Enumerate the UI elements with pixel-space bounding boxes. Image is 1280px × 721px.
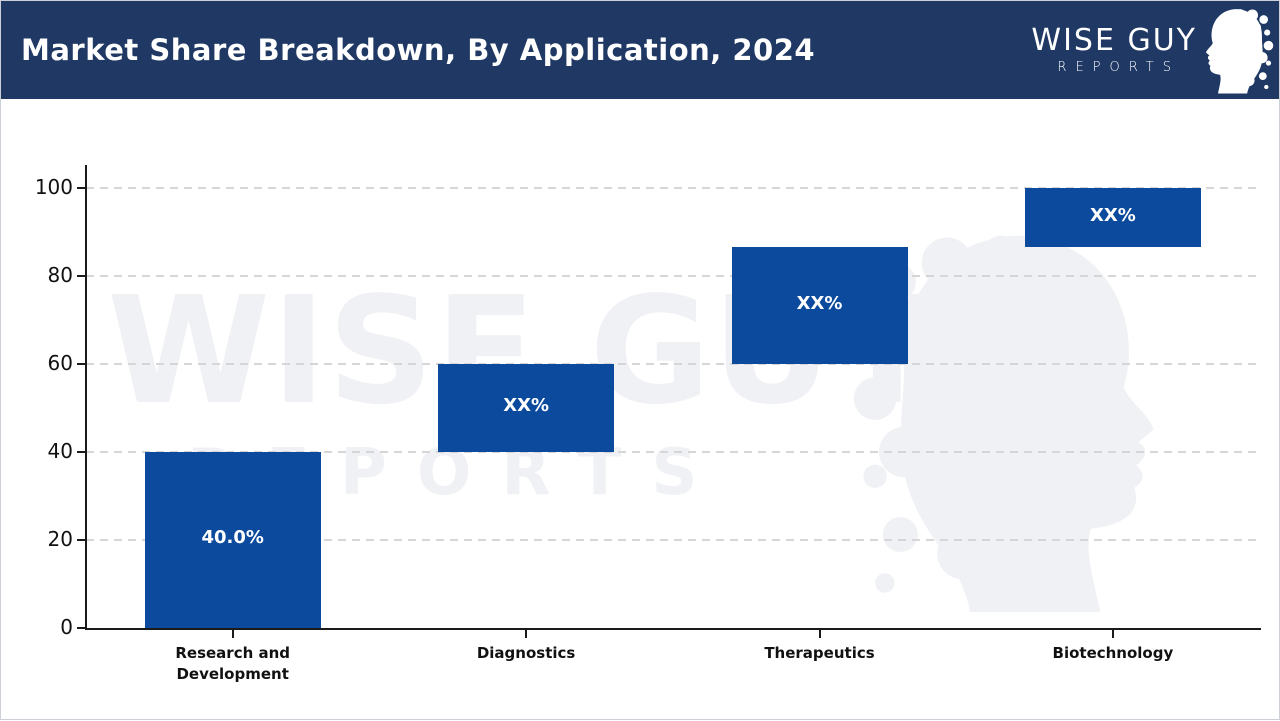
x-tick-mark: [525, 630, 528, 638]
x-axis-line: [85, 628, 1261, 630]
gridline: [86, 363, 1260, 365]
gridline: [86, 275, 1260, 277]
y-tick-label: 100: [34, 175, 73, 199]
y-tick-label: 0: [60, 615, 73, 639]
x-axis-label: Research and Development: [175, 644, 291, 683]
logo-head-icon: [1206, 9, 1274, 94]
x-axis-label: Biotechnology: [1052, 644, 1174, 662]
bar-value-label: XX%: [1089, 204, 1136, 226]
chart-area: WISE GUY. REPORTS 0 20 40 60 80 100 40.0% Resea…: [1, 99, 1280, 721]
header: Market Share Breakdown, By Application, …: [1, 1, 1279, 99]
y-tick-label: 20: [47, 527, 73, 551]
y-tick-mark: [77, 627, 85, 629]
logo-subtext: REPORTS: [1057, 59, 1181, 75]
y-tick-mark: [77, 187, 85, 189]
x-tick-mark: [818, 630, 821, 638]
gridline: [86, 451, 1260, 453]
logo-wordmark: WISE GUY: [1031, 22, 1197, 58]
y-tick-label: 80: [47, 263, 73, 287]
gridline: [86, 187, 1260, 189]
waterfall-bar: [438, 364, 615, 452]
y-tick-mark: [77, 275, 85, 277]
x-axis-label: Diagnostics: [476, 644, 576, 662]
x-axis-label: Therapeutics: [764, 644, 875, 662]
y-tick-mark: [77, 451, 85, 453]
waterfall-bar: [144, 452, 321, 628]
bar-value-label: XX%: [796, 292, 843, 314]
y-tick-mark: [77, 363, 85, 365]
gridline: [86, 539, 1260, 541]
page-title: Market Share Breakdown, By Application, …: [21, 33, 816, 67]
bar-value-label: 40.0%: [201, 527, 264, 548]
x-tick-mark: [231, 630, 234, 638]
x-tick-mark: [1111, 630, 1114, 638]
y-axis-line: [85, 165, 87, 630]
wiseguy-logo: WISE GUY REPORTS: [1031, 6, 1275, 94]
y-tick-label: 40: [47, 439, 73, 463]
y-tick-label: 60: [47, 351, 73, 375]
bar-value-label: XX%: [503, 395, 549, 416]
logo-text: WISE GUY REPORTS: [1031, 22, 1197, 75]
y-tick-mark: [77, 539, 85, 541]
